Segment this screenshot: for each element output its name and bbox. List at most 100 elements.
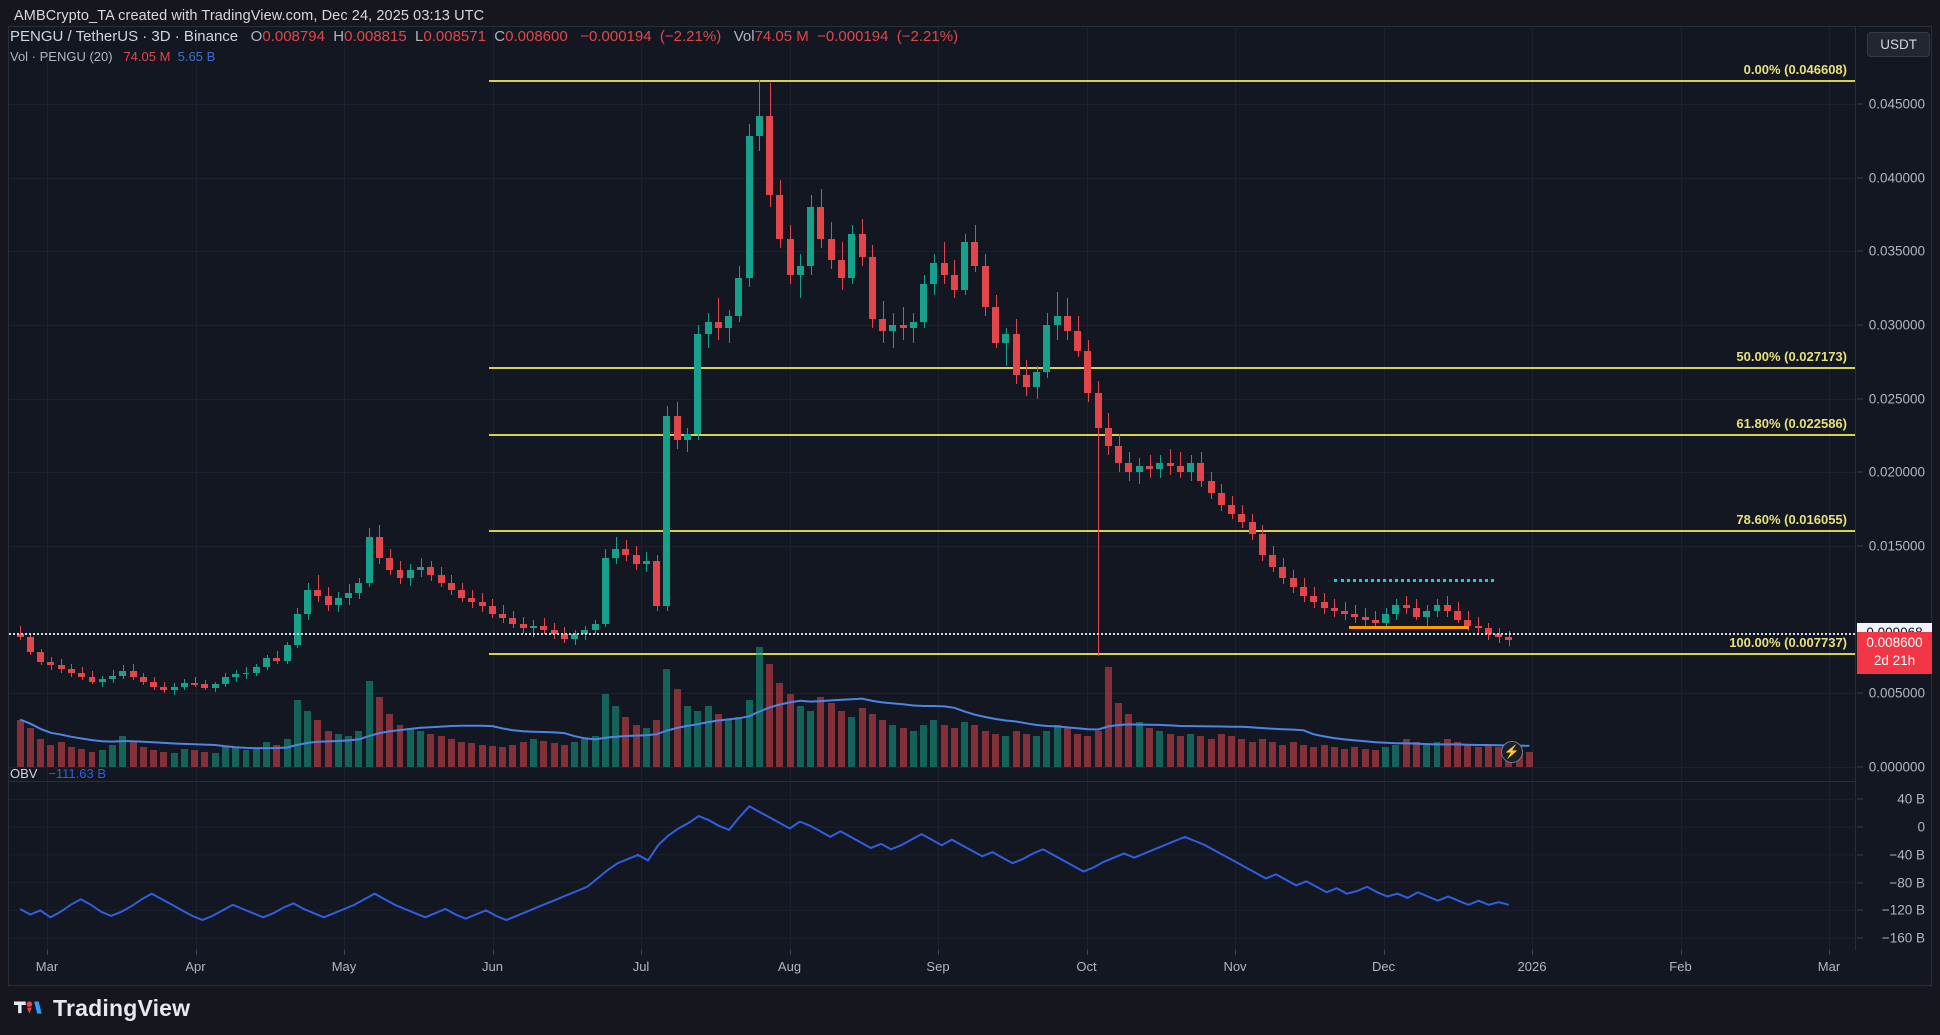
volume-bar [427, 733, 435, 767]
candle-body [581, 629, 589, 635]
volume-bar [1094, 730, 1102, 767]
close-price-value: 0.008600 [1866, 635, 1923, 651]
volume-bar [26, 727, 34, 767]
volume-bar [78, 748, 86, 767]
time-tick-label: 2026 [1517, 959, 1547, 974]
price-axis[interactable]: 0.045000 0.040000 0.035000 0.030000 0.025000… [1857, 26, 1932, 956]
price-tick-label: 0.015000 [1868, 538, 1925, 554]
candle-body [550, 629, 558, 635]
candle-body [1454, 610, 1461, 620]
volume-bar [642, 727, 650, 767]
change-percent: (−2.21%) [659, 28, 722, 45]
candle-body [1341, 610, 1349, 614]
price-tick-mark [1857, 545, 1863, 547]
volume-bar [1423, 744, 1431, 767]
candle-body [180, 683, 188, 688]
candle-body [694, 333, 702, 434]
time-tick-mark [789, 950, 791, 955]
volume-bar [1207, 739, 1215, 767]
fib-level-line[interactable] [489, 366, 1855, 369]
volume-bar [1392, 744, 1400, 767]
horizontal-gridline [9, 177, 1855, 179]
volume-bar [375, 697, 383, 767]
candle-body [714, 321, 722, 328]
candle-body [1125, 463, 1133, 473]
candle-body [930, 263, 938, 284]
time-tick-mark [492, 950, 494, 955]
volume-bar [766, 663, 774, 767]
time-tick-mark [1680, 950, 1682, 955]
volume-bar [1166, 733, 1174, 767]
obv-indicator-legend[interactable]: OBV −111.63 B [10, 766, 106, 781]
candle-body [1289, 578, 1297, 588]
volume-bar [550, 743, 558, 767]
fib-level-line[interactable] [489, 434, 1855, 437]
candle-body [796, 265, 804, 275]
candle-body [1146, 466, 1153, 470]
vertical-gridline [492, 27, 494, 955]
candle-wick [277, 650, 278, 664]
candle-body [1002, 333, 1010, 343]
time-axis[interactable]: Mar Apr May Jun Jul Aug Sep Oct Nov Dec 2026 Feb Mar [8, 950, 1932, 986]
ohlc-close-label: C [494, 28, 506, 45]
obv-tick-label: −80 B [1889, 875, 1925, 891]
volume-bar [139, 747, 147, 767]
attribution-text: AMBCrypto_TA created with TradingView.co… [14, 8, 485, 24]
candle-body [1217, 492, 1225, 505]
volume-bar [601, 694, 609, 767]
currency-badge[interactable]: USDT [1867, 32, 1930, 57]
obv-indicator-title[interactable]: OBV [10, 766, 38, 781]
volume-bar [1084, 736, 1092, 767]
orange-support-line[interactable] [1349, 626, 1469, 630]
volume-bar [1002, 736, 1010, 767]
volume-bar [314, 719, 322, 767]
volume-indicator-legend[interactable]: Vol · PENGU (20) 74.05 M 5.65 B [10, 49, 215, 64]
volume-bar [1433, 741, 1441, 767]
vertical-gridline [641, 27, 642, 955]
obv-tick-mark [1857, 882, 1863, 884]
candle-body [704, 321, 712, 334]
candle-body [191, 683, 199, 685]
fib-level-line[interactable] [489, 80, 1855, 83]
candle-body [375, 537, 383, 558]
obv-tick-mark [1857, 937, 1863, 939]
volume-bar [1012, 730, 1020, 767]
volume-bar [714, 713, 722, 767]
candle-body [858, 233, 866, 258]
horizontal-gridline [9, 398, 1855, 400]
obv-tick-mark [1857, 854, 1863, 856]
ohlc-close-value: 0.008600 [505, 28, 568, 45]
vertical-gridline [1680, 27, 1682, 955]
pane-separator[interactable] [9, 781, 1855, 782]
candle-body [447, 582, 455, 591]
fib-level-line[interactable] [489, 652, 1855, 655]
volume-bar [232, 747, 240, 767]
lightning-icon[interactable]: ⚡ [1501, 741, 1523, 763]
time-tick-label: Jun [482, 959, 503, 974]
candle-body [653, 560, 661, 607]
ohlc-high-value: 0.008815 [344, 28, 407, 45]
price-tick-mark [1857, 766, 1863, 768]
candle-wick [903, 307, 904, 340]
candle-body [119, 671, 127, 676]
vertical-gridline [47, 27, 48, 955]
candle-wick [1098, 380, 1099, 657]
ohlc-low-label: L [415, 28, 424, 45]
volume-bar [273, 744, 281, 767]
cyan-resistance-line[interactable] [1334, 579, 1494, 583]
symbol-title[interactable]: PENGU / TetherUS · 3D · Binance [10, 28, 239, 45]
candle-body [766, 115, 774, 196]
candle-body [37, 652, 45, 663]
volume-indicator-title[interactable]: Vol · PENGU (20) [10, 49, 113, 64]
candle-body [1484, 628, 1492, 635]
symbol-legend[interactable]: PENGU / TetherUS · 3D · Binance O0.00879… [10, 28, 958, 45]
candle-body [324, 596, 332, 605]
volume-bar [1382, 747, 1390, 767]
volume-bar [1043, 730, 1051, 767]
chart-pane[interactable]: 0.00% (0.046608) 50.00% (0.027173) 61.80% … [8, 26, 1857, 956]
candle-body [1197, 463, 1205, 482]
candle-body [232, 674, 240, 678]
volume-bar [848, 716, 856, 767]
fib-level-line[interactable] [489, 530, 1855, 533]
ohlc-high-label: H [333, 28, 345, 45]
